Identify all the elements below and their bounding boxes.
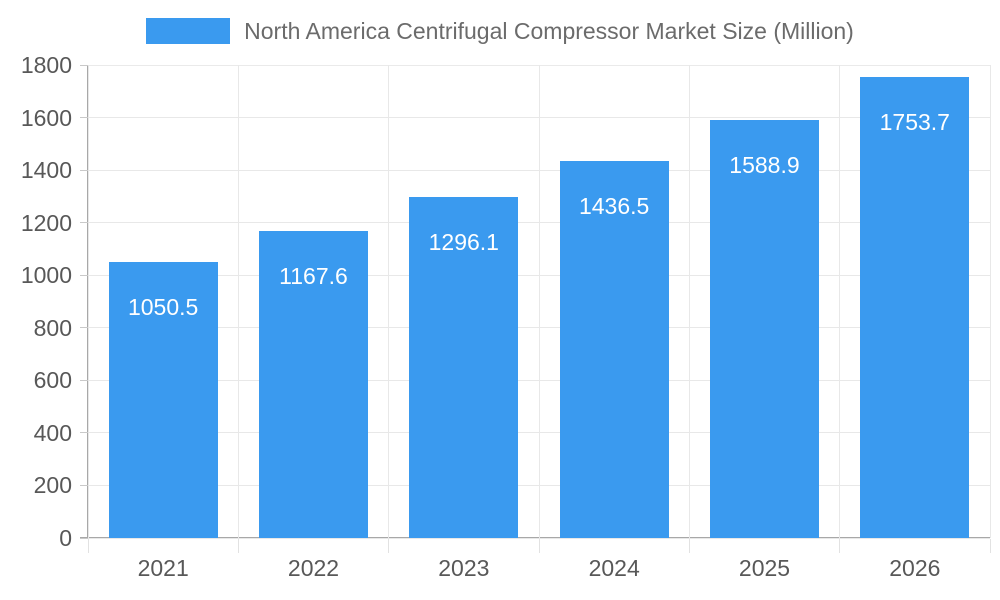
gridline-vertical [989,65,991,538]
gridline-vertical [538,65,540,538]
y-axis-tick-label: 1000 [20,262,72,289]
bar[interactable] [709,120,820,538]
bar[interactable] [108,261,218,538]
x-axis-tick-mark [237,539,239,553]
bar[interactable] [409,197,519,538]
x-axis-tick-label: 2024 [588,555,640,581]
bar[interactable] [860,77,970,538]
gridline-horizontal [88,537,990,539]
y-axis-tick-label: 0 [59,525,72,551]
bar-value-label: 1167.6 [279,263,348,290]
y-axis-tick-mark [80,379,88,381]
x-axis-tick-mark [538,539,540,553]
x-axis-tick-label: 2025 [738,555,791,581]
bar[interactable] [559,160,669,538]
y-axis-tick-label: 1400 [20,157,72,184]
bar-value-label: 1050.5 [127,293,199,320]
bar[interactable] [258,231,369,538]
x-axis-tick-mark [989,539,991,553]
y-axis-tick-label: 1200 [20,209,72,236]
legend-item-series-0[interactable]: North America Centrifugal Compressor Mar… [146,18,854,44]
gridline-vertical [87,65,89,538]
bar-value-label: 1753.7 [879,109,950,136]
x-axis-tick-mark [388,539,390,553]
y-axis-tick-mark [80,64,88,66]
x-axis-tick-label: 2026 [889,555,941,581]
bar-value-label: 1296.1 [428,229,499,256]
x-axis-tick-label: 2022 [287,555,340,581]
y-axis-tick-label: 600 [33,367,72,394]
y-axis-tick-label: 400 [33,419,72,446]
y-axis-tick-mark [80,432,88,434]
gridline-vertical [237,65,239,538]
y-axis-tick-label: 1600 [20,104,72,131]
x-axis-tick-label: 2023 [438,555,490,581]
y-axis-tick-mark [80,222,88,224]
y-axis-tick-label: 800 [33,314,72,341]
legend-color-swatch-icon [146,18,231,44]
legend-label: North America Centrifugal Compressor Mar… [244,18,854,44]
gridline-vertical [839,65,841,538]
x-axis-tick-mark [688,539,690,553]
gridline-vertical [688,65,690,538]
x-axis-tick-label: 2021 [137,555,189,581]
y-axis-tick-mark [80,537,88,539]
y-axis-tick-mark [80,484,88,486]
y-axis-tick-label: 200 [33,472,72,499]
y-axis-tick-mark [80,327,88,329]
y-axis-tick-mark [80,274,88,276]
y-axis-tick-mark [80,117,88,119]
y-axis-tick-label: 1800 [20,52,72,78]
x-axis-tick-mark [87,539,89,553]
y-axis-tick-mark [80,169,88,171]
gridline-vertical [388,65,390,538]
bar-value-label: 1588.9 [729,152,800,179]
bar-value-label: 1436.5 [578,192,650,219]
plot-area: 1050.5 1167.6 1296.1 1436.5 1588.9 1753.7 [87,64,991,539]
chart-legend: North America Centrifugal Compressor Mar… [0,14,1000,48]
x-axis-tick-mark [839,539,841,553]
